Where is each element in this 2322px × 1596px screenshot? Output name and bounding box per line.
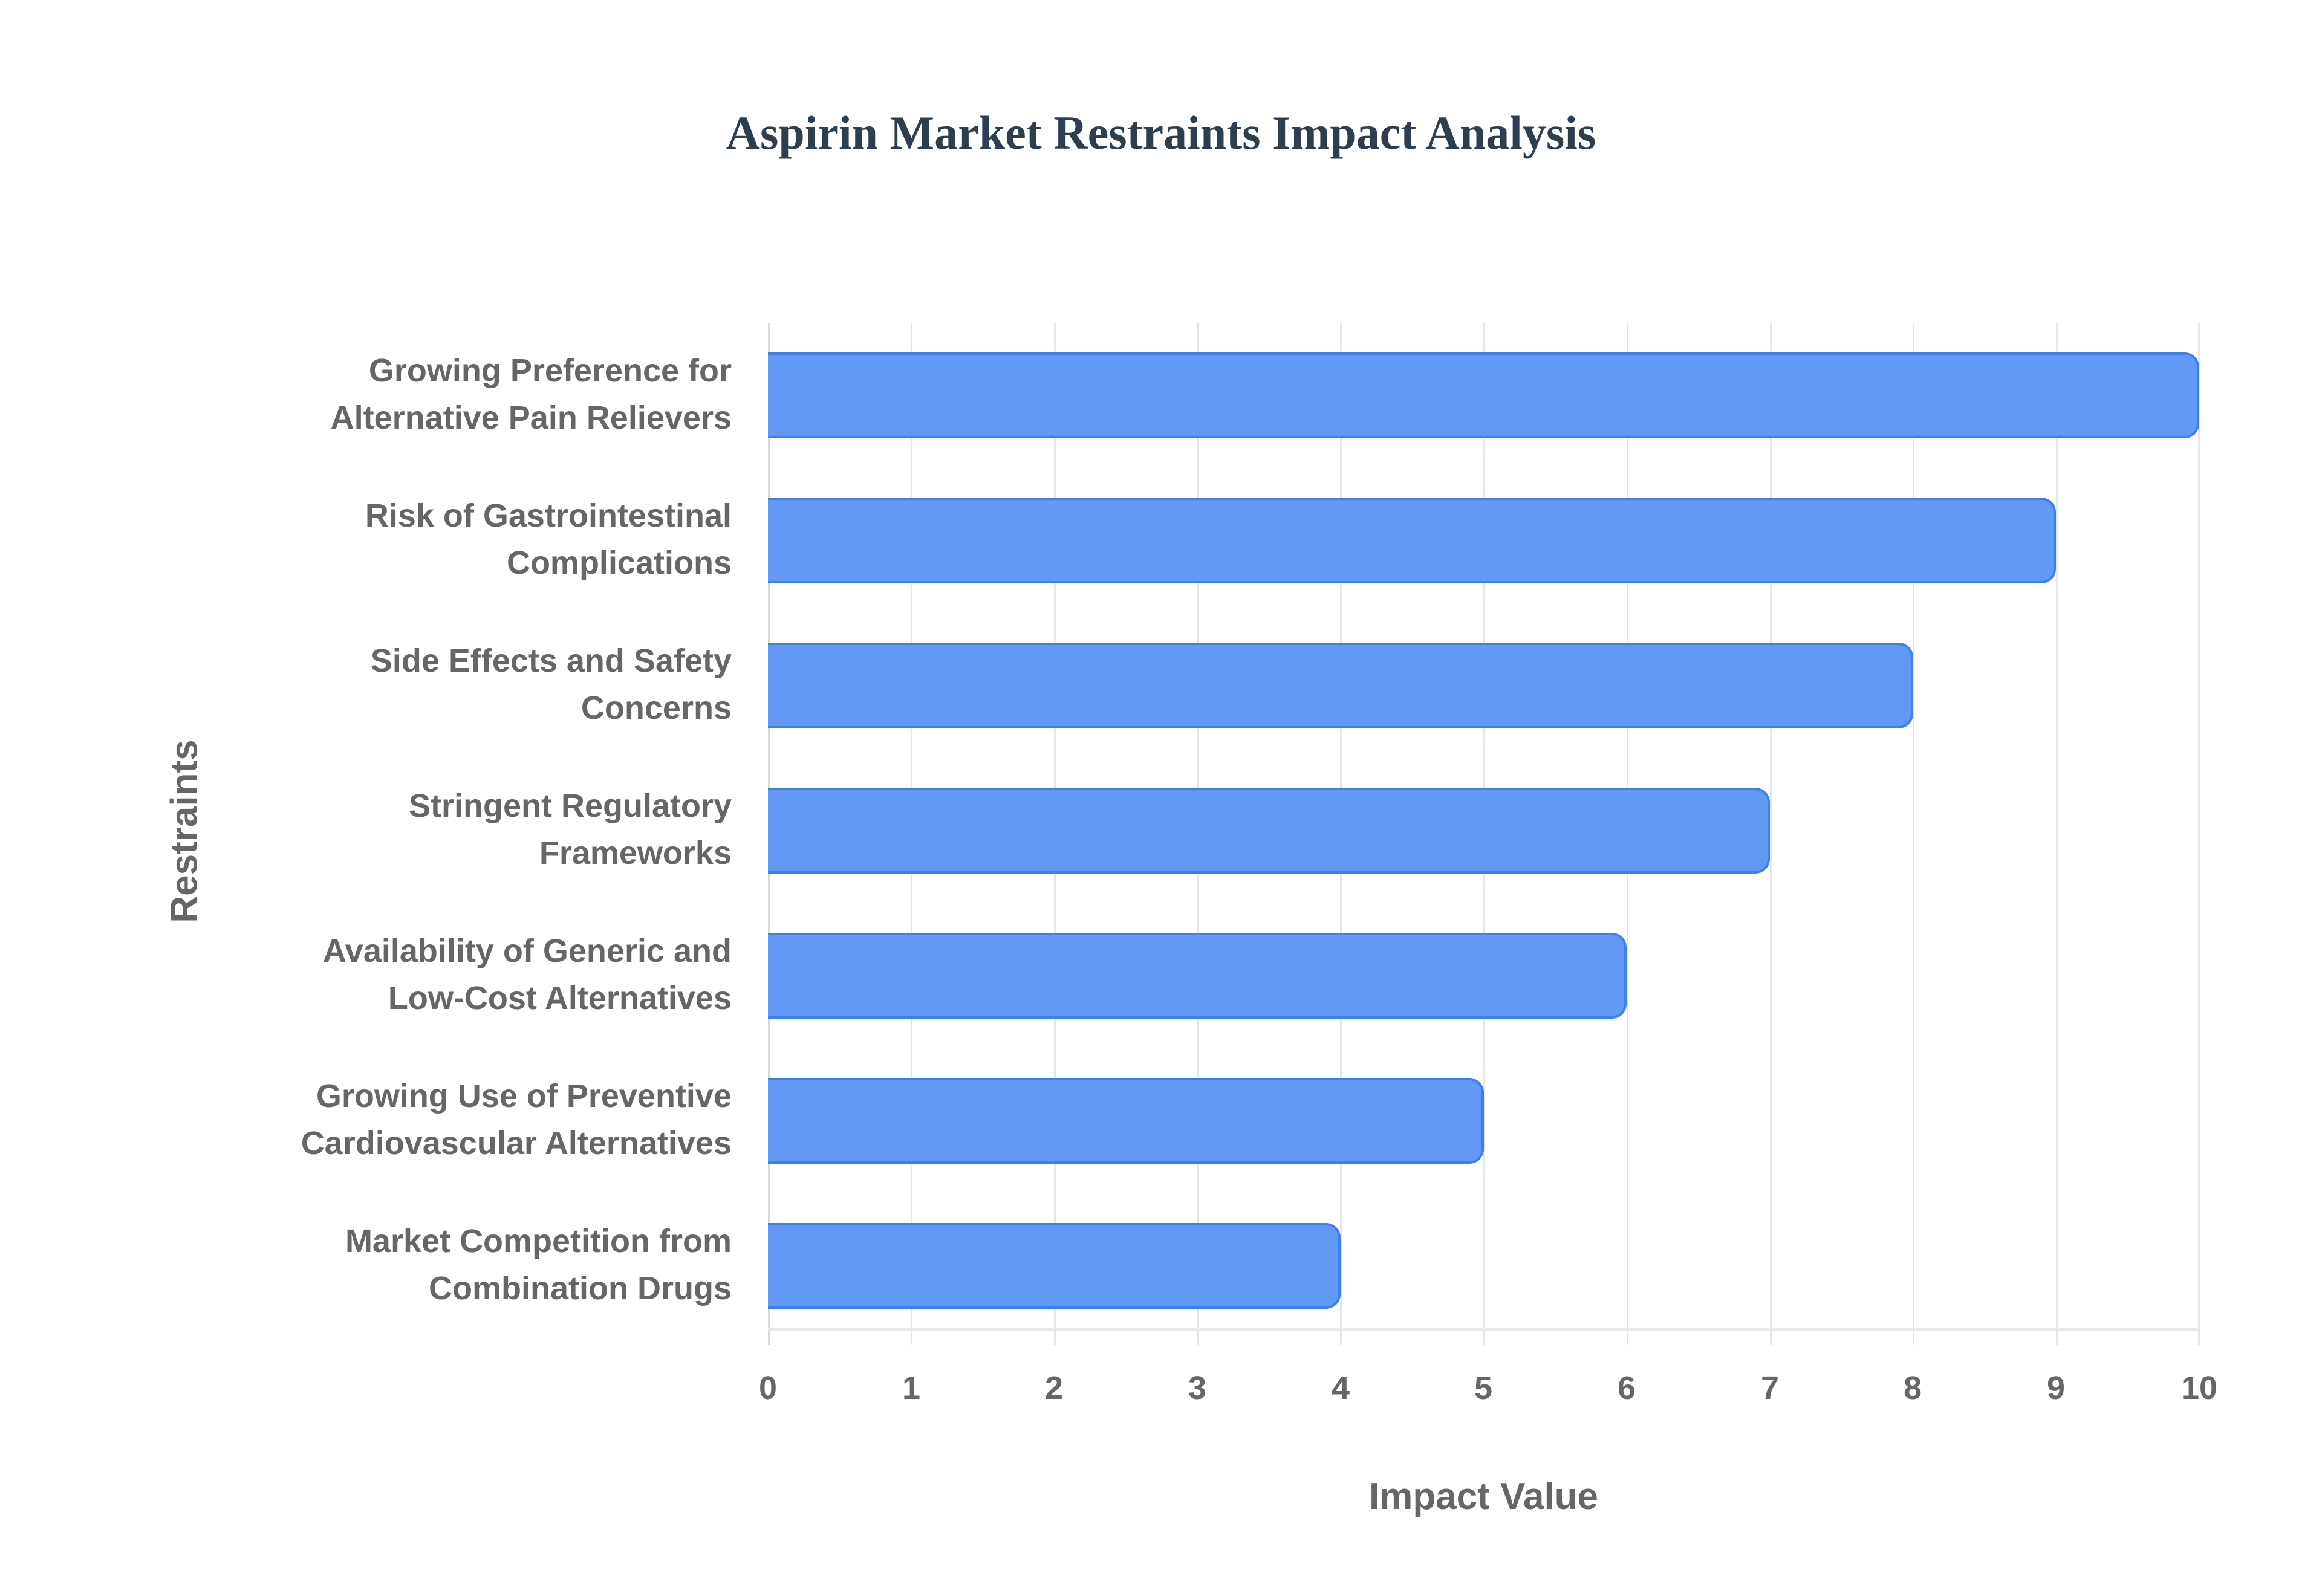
category-label-line: Risk of Gastrointestinal — [365, 498, 732, 534]
x-tick-label: 10 — [2181, 1370, 2218, 1406]
category-label-line: Cardiovascular Alternatives — [301, 1125, 732, 1161]
x-tick-label: 1 — [902, 1370, 921, 1406]
category-label: Stringent Regulatory Frameworks — [187, 782, 732, 877]
x-tick-label: 5 — [1474, 1370, 1493, 1406]
category-label-line: Stringent Regulatory — [408, 788, 732, 824]
category-label: Side Effects and Safety Concerns — [187, 637, 732, 731]
x-tick-label: 4 — [1331, 1370, 1350, 1406]
category-label: Market Competition from Combination Drug… — [187, 1218, 732, 1312]
x-tick-label: 3 — [1188, 1370, 1207, 1406]
category-label-line: Market Competition from — [345, 1223, 732, 1259]
bar[interactable] — [768, 352, 2199, 438]
x-axis-title: Impact Value — [1368, 1476, 1599, 1517]
category-label-line: Alternative Pain Relievers — [330, 400, 732, 436]
x-tick-label: 7 — [1760, 1370, 1780, 1406]
x-tick-label: 6 — [1617, 1370, 1636, 1406]
category-label-line: Low-Cost Alternatives — [388, 980, 732, 1016]
category-label-line: Concerns — [580, 690, 732, 726]
category-label: Growing Use of Preventive Cardiovascular… — [187, 1072, 732, 1167]
x-axis-line — [768, 1328, 2199, 1331]
x-tick-label: 9 — [2046, 1370, 2066, 1406]
gridline-10 — [2198, 323, 2200, 1345]
category-label: Availability of Generic and Low-Cost Alt… — [187, 927, 732, 1022]
category-label-line: Combination Drugs — [429, 1270, 732, 1306]
bar[interactable] — [768, 1078, 1484, 1164]
category-label-line: Side Effects and Safety — [370, 643, 732, 679]
category-label-line: Growing Preference for — [368, 352, 732, 389]
category-label-line: Availability of Generic and — [322, 933, 732, 969]
gridline-7 — [1770, 323, 1772, 1345]
category-label-line: Growing Use of Preventive — [316, 1078, 732, 1114]
gridline-9 — [2056, 323, 2058, 1345]
bar[interactable] — [768, 1223, 1341, 1309]
bar[interactable] — [768, 643, 1913, 728]
bar[interactable] — [768, 933, 1627, 1019]
category-label-line: Complications — [506, 545, 732, 581]
bar[interactable] — [768, 498, 2057, 583]
category-label: Growing Preference for Alternative Pain … — [187, 347, 732, 441]
bar[interactable] — [768, 788, 1770, 874]
x-tick-label: 8 — [1903, 1370, 1922, 1406]
x-tick-label: 2 — [1044, 1370, 1064, 1406]
plot-area — [768, 323, 2200, 1345]
x-tick-label: 0 — [758, 1370, 778, 1406]
gridline-8 — [1913, 323, 1914, 1345]
category-label-line: Frameworks — [539, 835, 732, 871]
chart-title: Aspirin Market Restraints Impact Analysi… — [726, 106, 1596, 159]
category-label: Risk of Gastrointestinal Complications — [187, 492, 732, 586]
